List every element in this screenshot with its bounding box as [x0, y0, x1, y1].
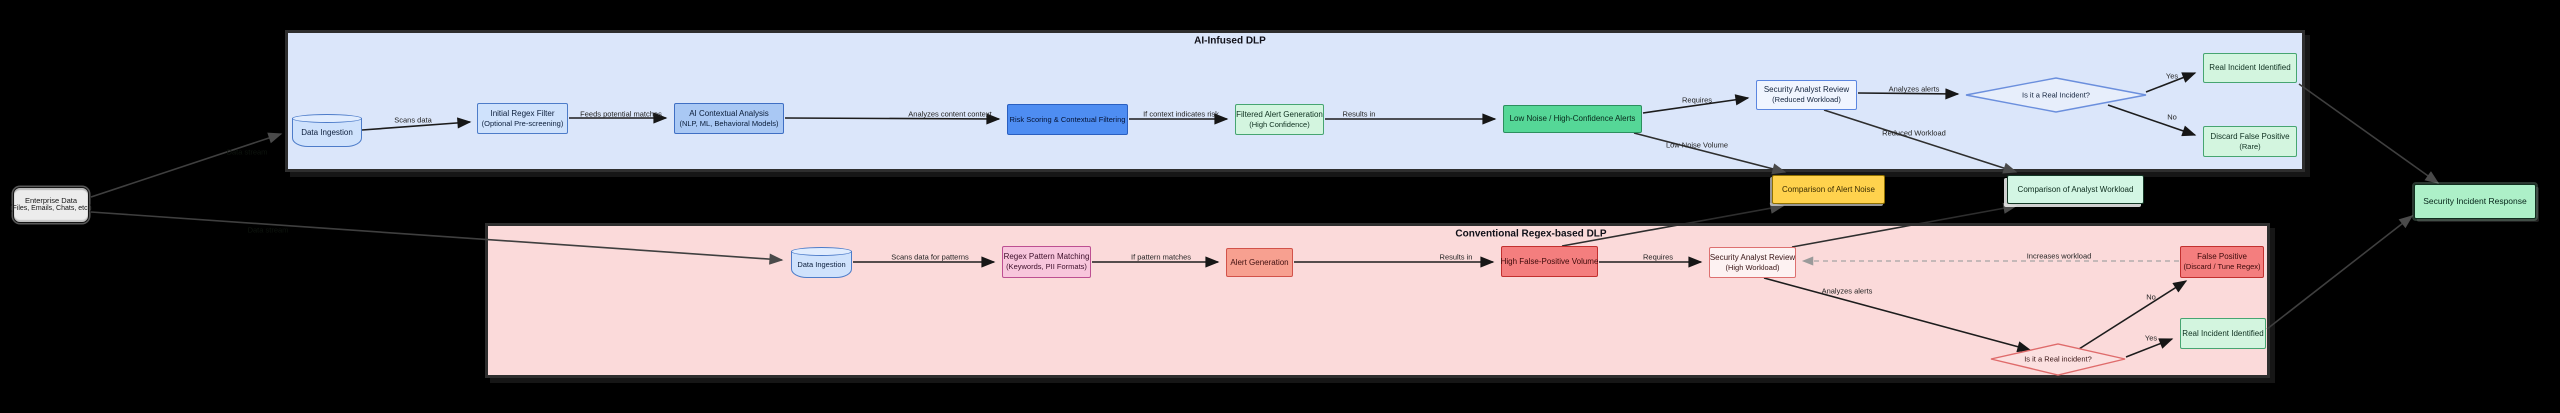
edge-label-if-risk: If context indicates risk [1143, 109, 1219, 119]
node-label: AI Contextual Analysis [689, 108, 769, 118]
node-label: Initial Regex Filter [490, 108, 555, 118]
node-sublabel: (Discard / Tune Regex) [2183, 262, 2261, 272]
ai-contextual-analysis-node: AI Contextual Analysis (NLP, ML, Behavio… [674, 103, 784, 134]
edge-label-requires-conv: Requires [1642, 252, 1674, 262]
conv-false-positive-node: False Positive (Discard / Tune Regex) [2180, 246, 2264, 278]
edge-label-analyzes-alerts-ai: Analyzes alerts [1888, 84, 1940, 94]
node-sublabel: (Optional Pre-screening) [481, 118, 564, 128]
node-label: Data Ingestion [797, 259, 846, 269]
cylinder-cap [791, 247, 852, 256]
node-label: Security Analyst Review [1709, 252, 1796, 262]
edge-label-yes-conv: Yes [2144, 333, 2158, 343]
node-label: Comparison of Alert Noise [1782, 184, 1875, 194]
edge-line [2298, 83, 2440, 184]
edge-label-if-pattern-matches: If pattern matches [1130, 252, 1192, 262]
ai-risk-scoring-node: Risk Scoring & Contextual Filtering [1007, 104, 1128, 135]
node-label: Discard False Positive [2210, 131, 2290, 141]
node-label: Security Analyst Review [1763, 85, 1850, 95]
ai-analyst-review-node: Security Analyst Review (Reduced Workloa… [1756, 80, 1857, 110]
node-label: Filtered Alert Generation [1236, 109, 1323, 119]
node-label: Security Incident Response [2423, 196, 2527, 207]
enterprise-data-node: Enterprise Data (Files, Emails, Chats, e… [10, 187, 92, 223]
edge-label-increases-workload: Increases workload [2026, 251, 2092, 261]
conv-regex-matching-node: Regex Pattern Matching (Keywords, PII Fo… [1002, 246, 1091, 278]
ai-low-noise-alerts-node: Low Noise / High-Confidence Alerts [1503, 105, 1642, 133]
ai-initial-regex-filter-node: Initial Regex Filter (Optional Pre-scree… [477, 103, 568, 134]
comparison-analyst-workload-node: Comparison of Analyst Workload [2007, 175, 2144, 204]
edge-label-results-in-ai: Results in [1342, 109, 1376, 119]
conventional-dlp-container [485, 223, 2270, 378]
node-label: Risk Scoring & Contextual Filtering [1009, 114, 1126, 124]
node-label: False Positive [2197, 252, 2247, 262]
edge-label-results-in-conv: Results in [1439, 252, 1473, 262]
conv-alert-generation-node: Alert Generation [1226, 248, 1293, 277]
ai-dlp-title: AI-Infused DLP [1194, 35, 1266, 47]
node-label: Regex Pattern Matching [1003, 252, 1090, 262]
node-sublabel: (High Workload) [1725, 262, 1780, 272]
edge-label-no-ai: No [2167, 112, 2177, 122]
node-sublabel: (Files, Emails, Chats, etc.) [10, 205, 92, 213]
cylinder-body [292, 118, 362, 147]
node-sublabel: (Reduced Workload) [1772, 95, 1841, 105]
conv-analyst-review-node: Security Analyst Review (High Workload) [1709, 247, 1796, 278]
comparison-alert-noise-node: Comparison of Alert Noise [1772, 175, 1885, 204]
node-sublabel: (NLP, ML, Behavioral Models) [679, 118, 779, 128]
edge-label-feeds-matches: Feeds potential matches [580, 109, 662, 119]
edge-label-faint-bottom: Data stream [247, 225, 289, 235]
edge-line [90, 132, 283, 198]
conv-data-ingestion-node: Data Ingestion [791, 247, 852, 278]
node-label: High False-Positive Volume [1500, 256, 1599, 266]
edge-label-yes-ai: Yes [2165, 71, 2179, 81]
edge-label-reduced-workload: Reduced Workload [1882, 128, 1946, 138]
node-sublabel: (High Confidence) [1249, 119, 1310, 129]
ai-discard-false-positive-node: Discard False Positive (Rare) [2203, 126, 2297, 157]
node-label: Comparison of Analyst Workload [2017, 184, 2134, 194]
conv-decision-label: Is it a Real incident? [2024, 354, 2092, 364]
node-label: Data Ingestion [301, 127, 353, 137]
edge-label-scans-data: Scans data [394, 115, 432, 125]
cylinder-body [791, 251, 852, 278]
node-label: Enterprise Data [24, 195, 78, 205]
conventional-dlp-title: Conventional Regex-based DLP [1455, 228, 1607, 240]
node-label: Alert Generation [1230, 257, 1289, 267]
node-sublabel: (Rare) [2239, 141, 2261, 151]
ai-data-ingestion-node: Data Ingestion [292, 114, 362, 147]
conv-high-false-positive-node: High False-Positive Volume [1501, 246, 1598, 277]
cylinder-cap [292, 114, 362, 123]
edge-label-requires-ai: Requires [1681, 95, 1713, 105]
node-label: Real Incident Identified [2209, 63, 2291, 72]
node-sublabel: (Keywords, PII Formats) [1006, 262, 1087, 272]
ai-dlp-container [285, 30, 2305, 172]
edge-label-analyzes-context: Analyzes content context [908, 109, 992, 119]
security-incident-response-node: Security Incident Response [2414, 184, 2536, 219]
edge-label-no-conv: No [2146, 292, 2156, 302]
edge-label-scans-patterns: Scans data for patterns [891, 252, 969, 262]
conv-real-incident-node: Real Incident Identified [2180, 318, 2266, 349]
ai-decision-label: Is it a Real Incident? [2022, 90, 2090, 100]
edge-label-analyzes-alerts-conv: Analyzes alerts [1821, 286, 1873, 296]
node-label: Real Incident Identified [2182, 328, 2264, 338]
ai-filtered-alert-generation-node: Filtered Alert Generation (High Confiden… [1235, 104, 1324, 135]
edge-line [2266, 215, 2414, 330]
ai-real-incident-node: Real Incident Identified [2203, 53, 2297, 83]
node-label: Low Noise / High-Confidence Alerts [1509, 114, 1636, 123]
edge-label-low-noise-volume: Low Noise Volume [1665, 140, 1729, 150]
edge-label-faint-top: Data stream [226, 147, 268, 157]
